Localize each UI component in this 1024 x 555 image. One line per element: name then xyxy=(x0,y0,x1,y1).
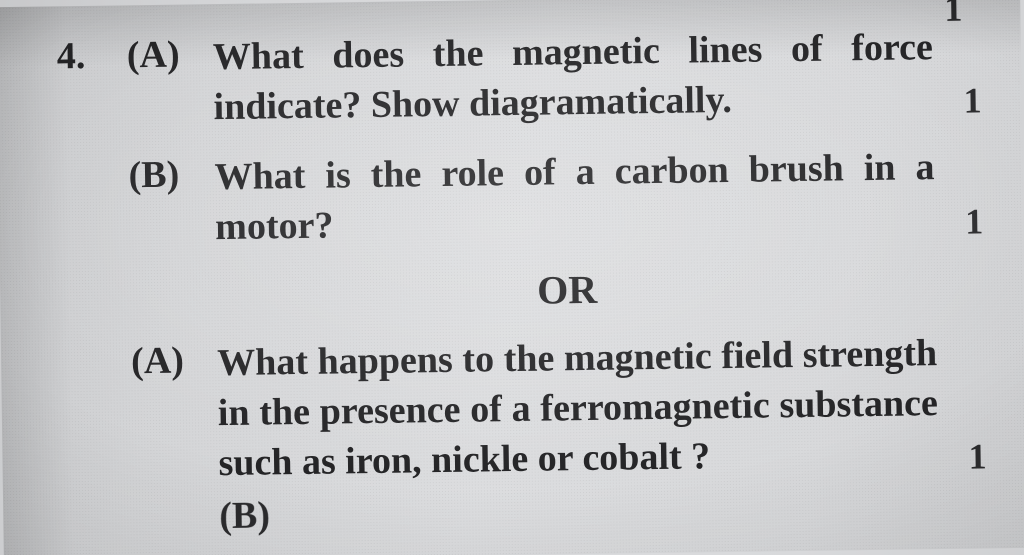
question-4-part-b: (B) What is the role of a carbon brush i… xyxy=(128,142,983,254)
scanned-page: 1 4. (A) What does the magnetic lines of… xyxy=(0,0,1024,555)
page-content: 1 4. (A) What does the magnetic lines of… xyxy=(0,0,1024,541)
or-label: OR xyxy=(447,265,598,314)
part-a-marks: 1 xyxy=(951,80,982,122)
alt-part-a-marks: 1 xyxy=(956,435,987,477)
question-4-part-a: 4. (A) What does the magnetic lines of f… xyxy=(57,21,982,134)
part-label-b: (B) xyxy=(128,152,215,197)
part-b-marks: 1 xyxy=(953,200,984,242)
or-separator: OR xyxy=(60,260,985,320)
part-a-text: What does the magnetic lines of force in… xyxy=(213,22,934,132)
question-4-alt-part-a: (A) What happens to the magnetic field s… xyxy=(131,327,987,489)
alt-part-a-text: What happens to the magnetic field stren… xyxy=(217,328,939,489)
cutoff-fragment: (B) xyxy=(219,483,988,538)
part-b-text: What is the role of a carbon brush in a … xyxy=(214,142,935,252)
alt-part-label-a: (A) xyxy=(131,338,218,383)
part-label-a: (A) xyxy=(127,32,214,77)
question-number: 4. xyxy=(57,33,128,78)
stray-mark-top-right: 1 xyxy=(944,0,963,30)
